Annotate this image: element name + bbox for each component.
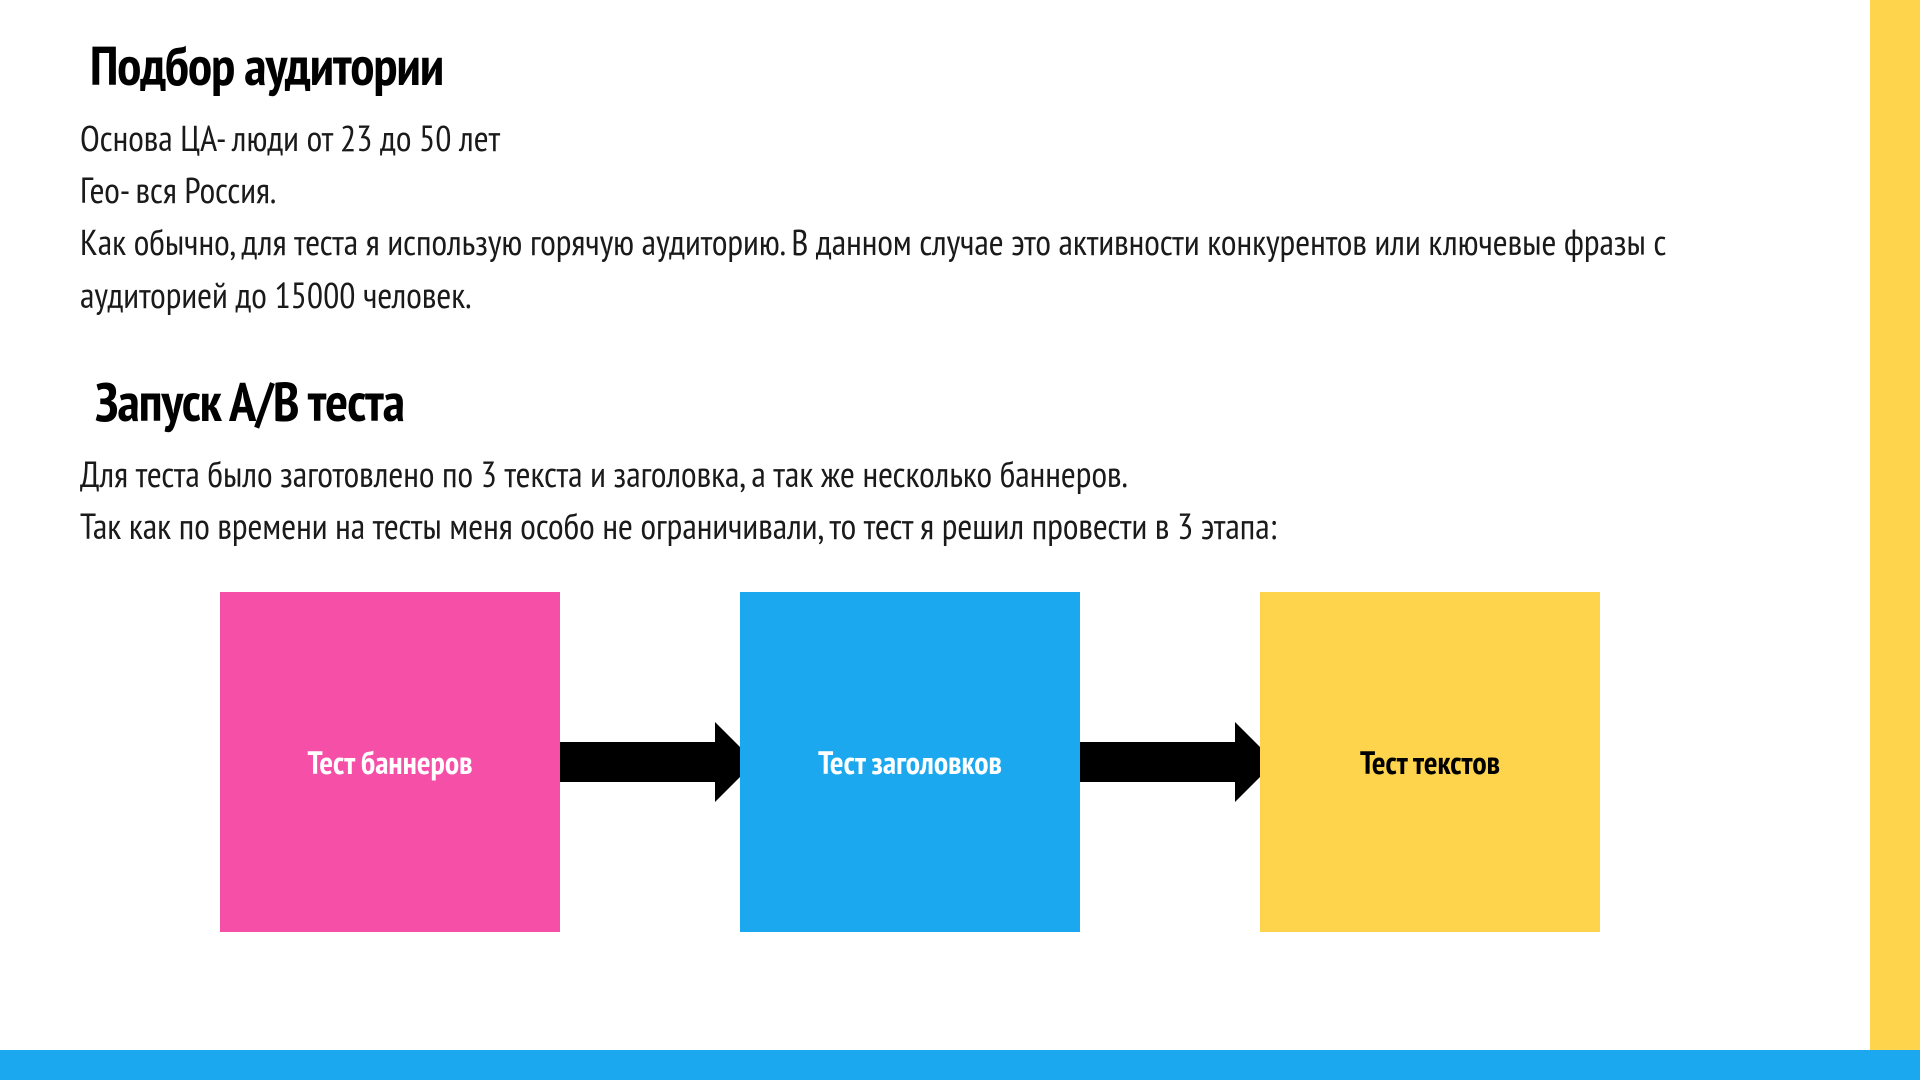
flow-box-1: Тест баннеров: [220, 592, 560, 932]
flow-box-2: Тест заголовков: [740, 592, 1080, 932]
slide-content: Подбор аудитории Основа ЦА- люди от 23 д…: [0, 0, 1820, 972]
flow-box-3: Тест текстов: [1260, 592, 1600, 932]
flow-box-label: Тест текстов: [1360, 741, 1500, 783]
section1-heading: Подбор аудитории: [90, 30, 1740, 100]
flow-arrow-2: [1080, 722, 1275, 807]
flow-arrow-1: [560, 722, 755, 807]
right-stripe-decoration: [1870, 0, 1920, 1050]
flowchart: Тест баннеров Тест заголовков Тест текстов: [220, 592, 1880, 972]
section2-heading: Запуск А/В теста: [95, 366, 1740, 436]
flow-box-label: Тест баннеров: [308, 741, 473, 783]
section1-body: Основа ЦА- люди от 23 до 50 летГео- вся …: [80, 112, 1740, 321]
bottom-stripe-decoration: [0, 1050, 1920, 1080]
flow-box-label: Тест заголовков: [818, 741, 1002, 783]
section2-body: Для теста было заготовлено по 3 текста и…: [80, 448, 1740, 552]
